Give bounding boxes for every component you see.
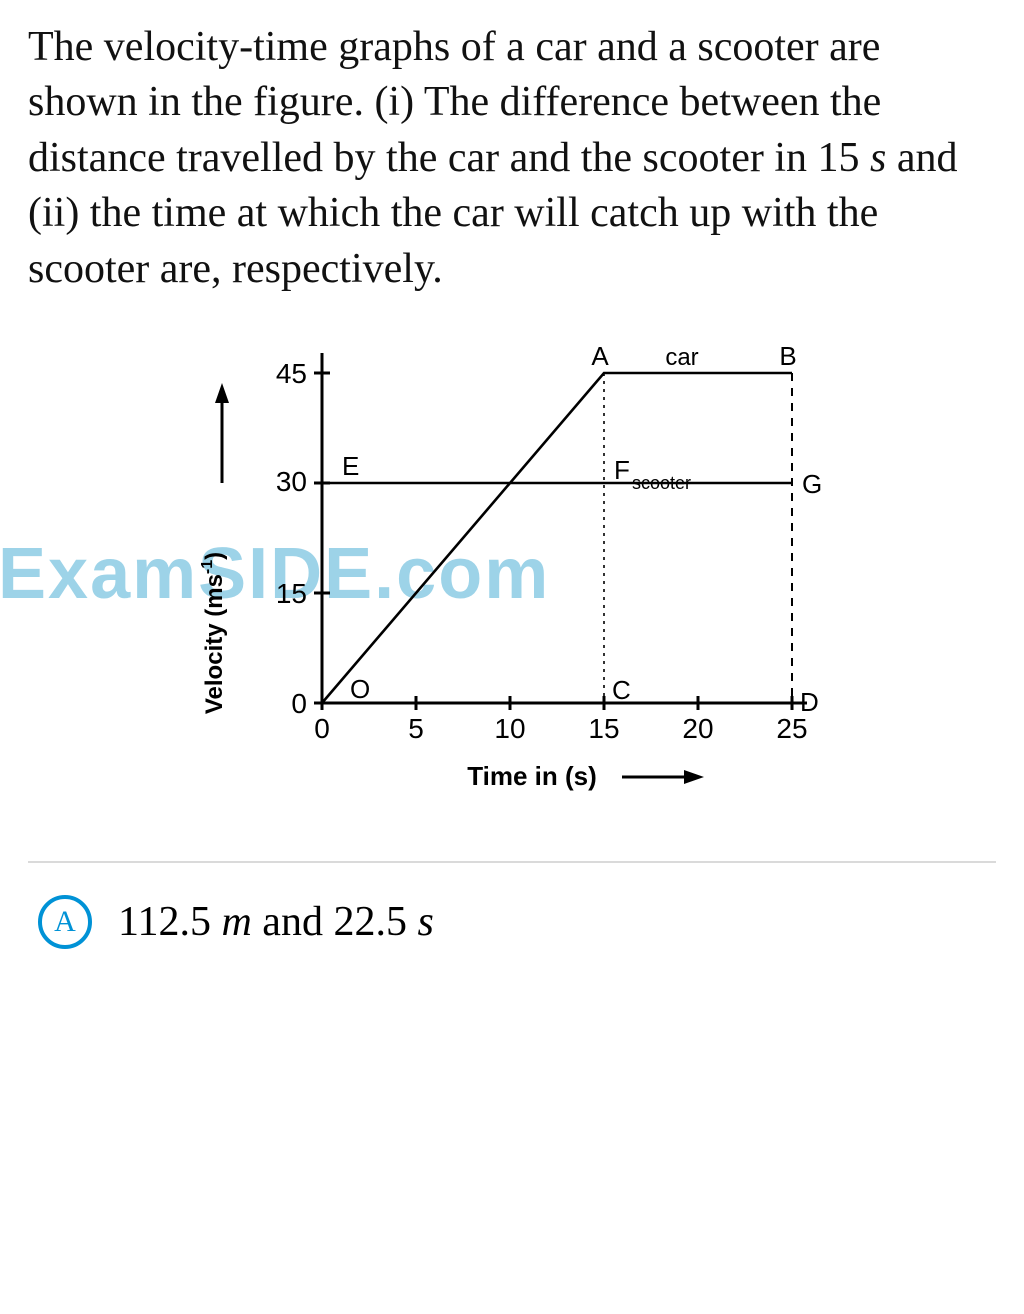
ytick-15: 15 [276, 578, 307, 609]
opt-unit1: m [221, 899, 251, 945]
option-badge: A [38, 895, 92, 949]
ylabel-sup: -1 [199, 560, 216, 574]
velocity-time-graph: Velocity (ms-1) 0 15 30 45 0 [152, 333, 872, 813]
label-o: O [350, 674, 370, 704]
opt-unit2: s [417, 899, 433, 945]
label-g: G [802, 469, 822, 499]
xlabel-text: Time in (s) [467, 761, 597, 791]
ytick-45: 45 [276, 358, 307, 389]
question-prefix: The velocity-time graphs of a car and a … [28, 24, 881, 181]
divider [28, 861, 996, 863]
xtick-20: 20 [682, 713, 713, 744]
x-axis-label: Time in (s) [467, 761, 704, 791]
xtick-25: 25 [776, 713, 807, 744]
ytick-0: 0 [291, 688, 307, 719]
scooter-label: scooter [632, 473, 691, 493]
option-a[interactable]: A 112.5 m and 22.5 s [28, 891, 996, 953]
label-a: A [591, 341, 609, 371]
label-e: E [342, 451, 359, 481]
ylabel-close: ) [201, 552, 228, 560]
chart-area: ExamSIDE.com Velocity (ms-1) 0 15 [28, 333, 996, 813]
y-axis-label: Velocity (ms-1) [199, 383, 229, 714]
ylabel-main: Velocity (ms [201, 574, 228, 714]
opt-val1: 112.5 [118, 899, 211, 945]
ytick-30: 30 [276, 466, 307, 497]
question-time-value: 15 [818, 135, 860, 181]
opt-val2: 22.5 [333, 899, 407, 945]
xtick-15: 15 [588, 713, 619, 744]
label-b: B [779, 341, 796, 371]
question-time-unit: s [870, 135, 886, 181]
label-d: D [800, 687, 819, 717]
car-line [322, 373, 792, 703]
xtick-0: 0 [314, 713, 330, 744]
label-c: C [612, 675, 631, 705]
xtick-10: 10 [494, 713, 525, 744]
svg-text:Velocity (ms-1): Velocity (ms-1) [199, 552, 228, 714]
xtick-5: 5 [408, 713, 424, 744]
opt-conj: and [252, 899, 334, 945]
question-text: The velocity-time graphs of a car and a … [28, 20, 996, 297]
label-f: F [614, 455, 630, 485]
car-label: car [665, 344, 698, 371]
option-text: 112.5 m and 22.5 s [118, 898, 434, 946]
option-letter: A [54, 905, 76, 939]
